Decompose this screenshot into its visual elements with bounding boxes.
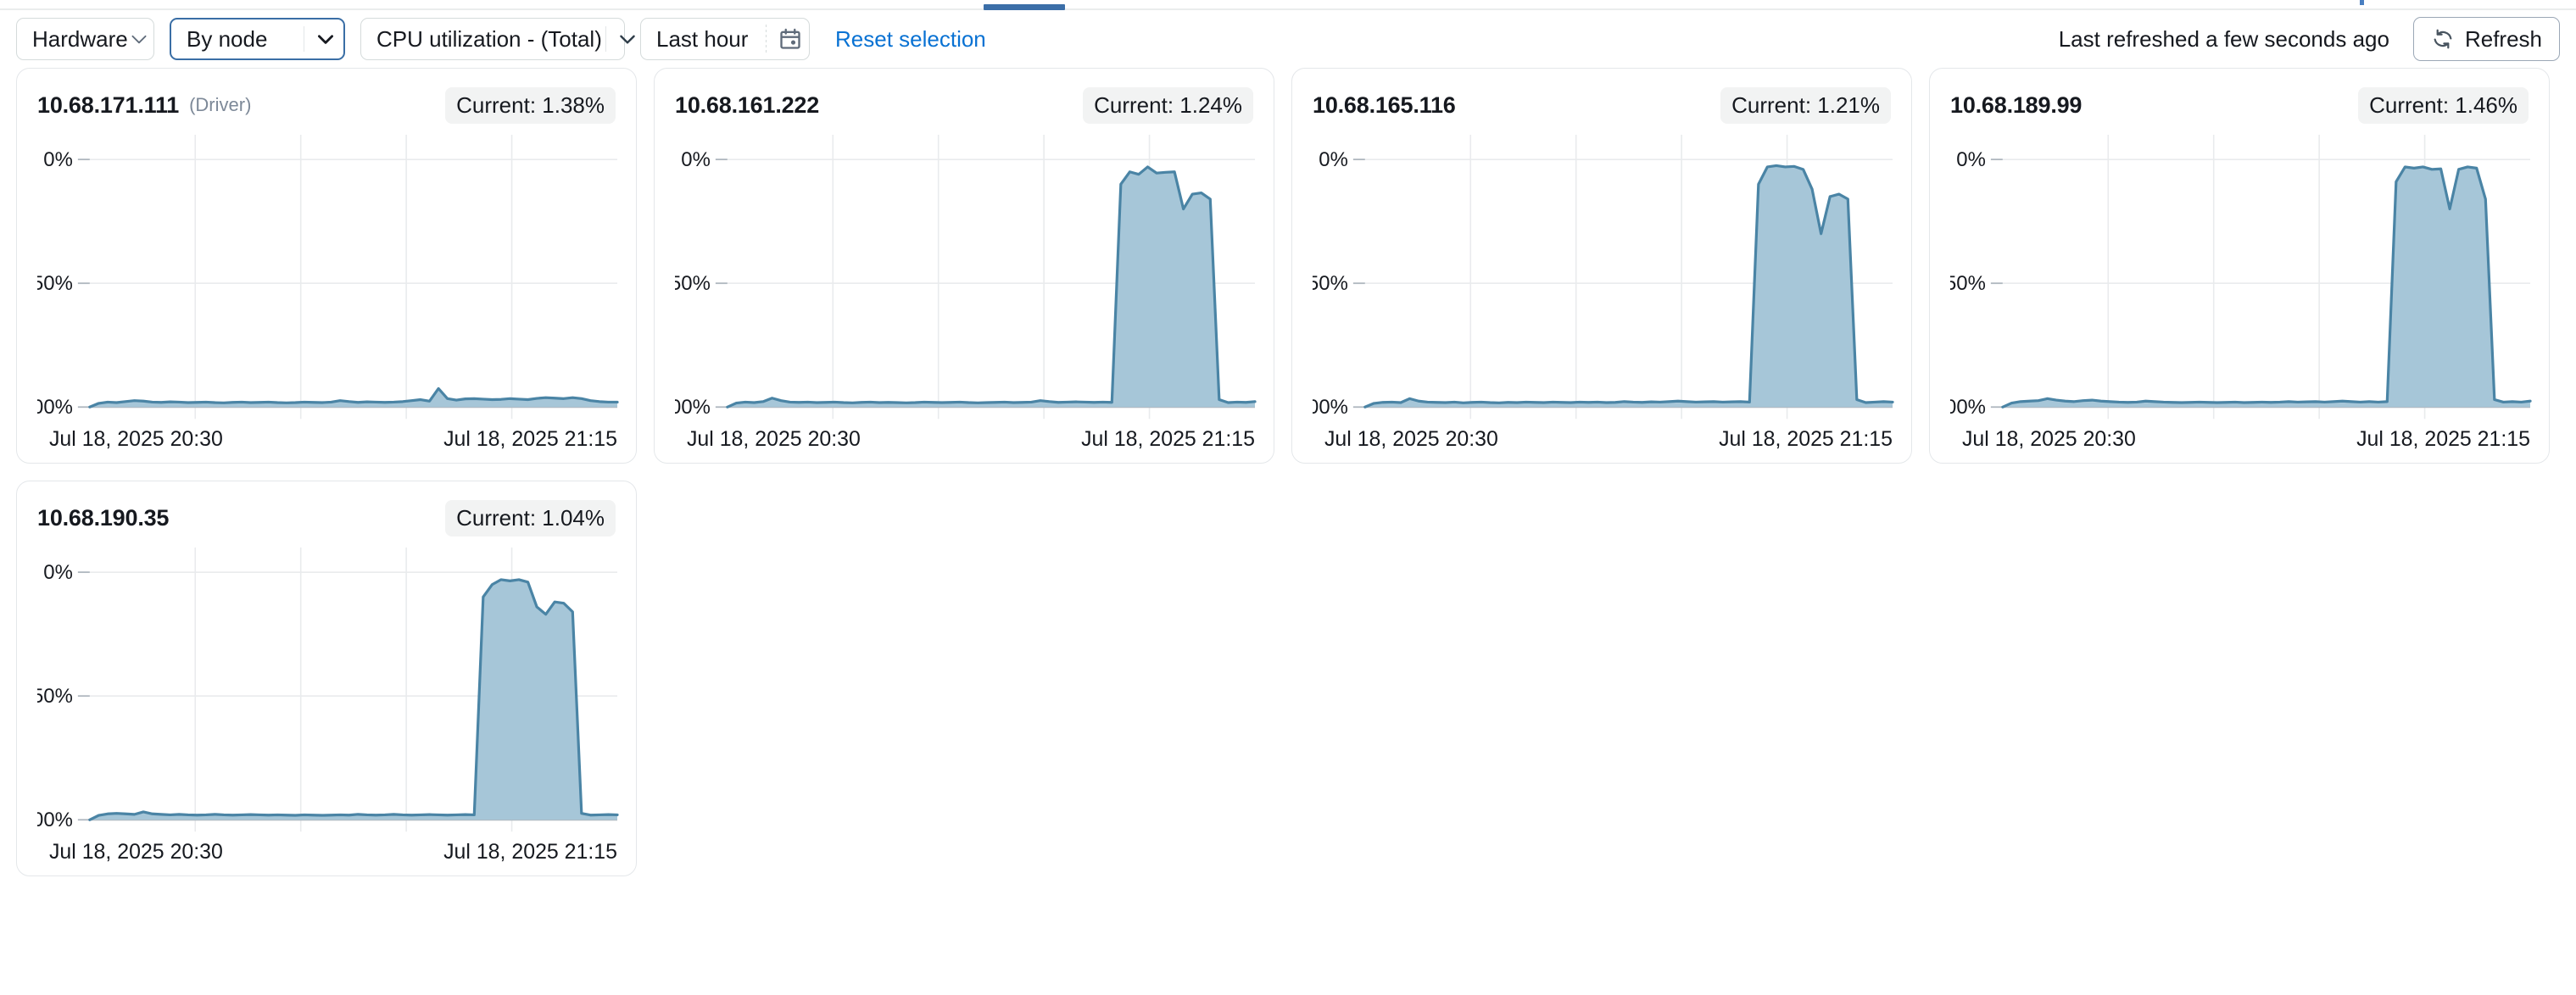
svg-text:Jul 18, 2025 20:30: Jul 18, 2025 20:30: [687, 427, 861, 451]
resource-filter-label: Hardware: [32, 25, 128, 52]
chevron-down-icon: [315, 28, 337, 50]
time-range-label: Last hour: [656, 25, 749, 52]
resource-filter-dropdown[interactable]: Hardware: [16, 18, 154, 60]
chart-series-line: [1363, 164, 1894, 409]
chart-series-line: [2001, 165, 2532, 409]
metric-card-grid: 10.68.171.111 (Driver) Current: 1.38% 10…: [0, 68, 2576, 876]
reset-selection-link[interactable]: Reset selection: [835, 25, 986, 52]
chart-area-fill: [89, 579, 618, 820]
cpu-utilization-chart[interactable]: 100% 50% 0% Jul 18, 2025 20:30 Jul 18, 2025 …: [1313, 125, 1899, 453]
tab-strip: [0, 0, 2576, 10]
chart-axis-labels: 100% 50% 0% Jul 18, 2025 20:30 Jul 18, 2025 …: [37, 561, 617, 864]
card-header: 10.68.190.35 Current: 1.04%: [37, 499, 616, 536]
calendar-icon: [778, 27, 802, 51]
cpu-utilization-chart[interactable]: 100% 50% 0% Jul 18, 2025 20:30 Jul 18, 2025 …: [37, 537, 624, 865]
refresh-icon: [2431, 27, 2455, 51]
card-header: 10.68.171.111 (Driver) Current: 1.38%: [37, 86, 616, 124]
svg-text:50%: 50%: [675, 272, 711, 295]
svg-text:50%: 50%: [37, 685, 73, 708]
card-node-title: 10.68.161.222: [675, 92, 820, 118]
card-node-title: 10.68.189.99: [1950, 92, 2083, 118]
card-header: 10.68.189.99 Current: 1.46%: [1950, 86, 2529, 124]
svg-text:50%: 50%: [1313, 272, 1348, 295]
cpu-utilization-chart[interactable]: 100% 50% 0% Jul 18, 2025 20:30 Jul 18, 2025 …: [37, 125, 624, 453]
time-range-picker[interactable]: Last hour: [640, 18, 810, 60]
cpu-utilization-chart[interactable]: 100% 50% 0% Jul 18, 2025 20:30 Jul 18, 2025 …: [1950, 125, 2537, 453]
svg-text:100%: 100%: [37, 396, 73, 419]
tab-fragment-indicator: [2360, 0, 2364, 5]
dashboard-toolbar: Hardware By node CPU utilization - (Tota…: [0, 10, 2576, 68]
svg-text:0%: 0%: [1319, 148, 1348, 171]
svg-text:Jul 18, 2025 21:15: Jul 18, 2025 21:15: [443, 427, 617, 451]
cpu-utilization-chart[interactable]: 100% 50% 0% Jul 18, 2025 20:30 Jul 18, 2025 …: [675, 125, 1262, 453]
svg-text:Jul 18, 2025 20:30: Jul 18, 2025 20:30: [49, 840, 223, 864]
grouping-dropdown[interactable]: By node: [170, 18, 345, 60]
svg-text:50%: 50%: [1950, 272, 1986, 295]
card-node-title: 10.68.165.116: [1313, 92, 1456, 118]
svg-text:0%: 0%: [43, 561, 73, 584]
metric-card[interactable]: 10.68.189.99 Current: 1.46% 100% 50% 0% Jul…: [1929, 68, 2550, 464]
svg-text:0%: 0%: [1956, 148, 1986, 171]
svg-text:Jul 18, 2025 20:30: Jul 18, 2025 20:30: [1324, 427, 1498, 451]
grouping-label: By node: [187, 25, 268, 52]
chevron-down-icon: [128, 28, 150, 50]
card-node-title: 10.68.171.111: [37, 92, 180, 118]
card-header: 10.68.165.116 Current: 1.21%: [1313, 86, 1891, 124]
svg-text:0%: 0%: [681, 148, 711, 171]
current-value-badge: Current: 1.38%: [445, 86, 616, 124]
svg-text:100%: 100%: [37, 809, 73, 831]
svg-text:Jul 18, 2025 21:15: Jul 18, 2025 21:15: [1081, 427, 1255, 451]
metric-card[interactable]: 10.68.165.116 Current: 1.21% 100% 50% 0% Ju…: [1291, 68, 1912, 464]
svg-text:100%: 100%: [1313, 396, 1348, 419]
active-tab-indicator[interactable]: [984, 4, 1065, 10]
current-value-badge: Current: 1.21%: [1720, 86, 1891, 124]
chart-area-fill: [89, 388, 618, 408]
divider: [605, 26, 606, 52]
chart-axis-labels: 100% 50% 0% Jul 18, 2025 20:30 Jul 18, 2025 …: [1950, 148, 2530, 451]
card-header: 10.68.161.222 Current: 1.24%: [675, 86, 1253, 124]
current-value-badge: Current: 1.46%: [2358, 86, 2529, 124]
chart-area-fill: [727, 166, 1256, 408]
svg-text:50%: 50%: [37, 272, 73, 295]
refresh-button[interactable]: Refresh: [2412, 17, 2560, 61]
chart-series-line: [726, 165, 1257, 409]
svg-text:Jul 18, 2025 20:30: Jul 18, 2025 20:30: [49, 427, 223, 451]
svg-text:Jul 18, 2025 21:15: Jul 18, 2025 21:15: [1719, 427, 1893, 451]
svg-text:100%: 100%: [675, 396, 711, 419]
last-refreshed-status: Last refreshed a few seconds ago: [2058, 25, 2389, 52]
svg-text:Jul 18, 2025 20:30: Jul 18, 2025 20:30: [1962, 427, 2136, 451]
metric-card[interactable]: 10.68.190.35 Current: 1.04% 100% 50% 0% Jul…: [16, 481, 637, 876]
divider: [766, 25, 767, 53]
chart-axis-labels: 100% 50% 0% Jul 18, 2025 20:30 Jul 18, 2025 …: [1313, 148, 1893, 451]
metric-label: CPU utilization - (Total): [376, 25, 602, 52]
metric-card[interactable]: 10.68.171.111 (Driver) Current: 1.38% 10…: [16, 68, 637, 464]
svg-text:Jul 18, 2025 21:15: Jul 18, 2025 21:15: [443, 840, 617, 864]
current-value-badge: Current: 1.04%: [445, 499, 616, 536]
metric-card[interactable]: 10.68.161.222 Current: 1.24% 100% 50% 0% Ju…: [654, 68, 1274, 464]
svg-text:0%: 0%: [43, 148, 73, 171]
current-value-badge: Current: 1.24%: [1083, 86, 1253, 124]
chart-area-fill: [2002, 166, 2531, 408]
chart-series-line: [88, 386, 619, 409]
chevron-down-icon: [616, 28, 638, 50]
svg-text:Jul 18, 2025 21:15: Jul 18, 2025 21:15: [2356, 427, 2530, 451]
chart-axis-labels: 100% 50% 0% Jul 18, 2025 20:30 Jul 18, 2025 …: [675, 148, 1255, 451]
chart-area-fill: [1364, 165, 1893, 408]
chart-series-line: [88, 578, 619, 821]
svg-text:100%: 100%: [1950, 396, 1986, 419]
metric-dropdown[interactable]: CPU utilization - (Total): [360, 18, 635, 60]
chart-gridlines: [77, 134, 618, 420]
refresh-button-label: Refresh: [2464, 25, 2542, 52]
card-node-role: (Driver): [189, 94, 252, 115]
card-node-title: 10.68.190.35: [37, 504, 170, 531]
chart-axis-labels: 100% 50% 0% Jul 18, 2025 20:30 Jul 18, 2025 …: [37, 148, 617, 451]
